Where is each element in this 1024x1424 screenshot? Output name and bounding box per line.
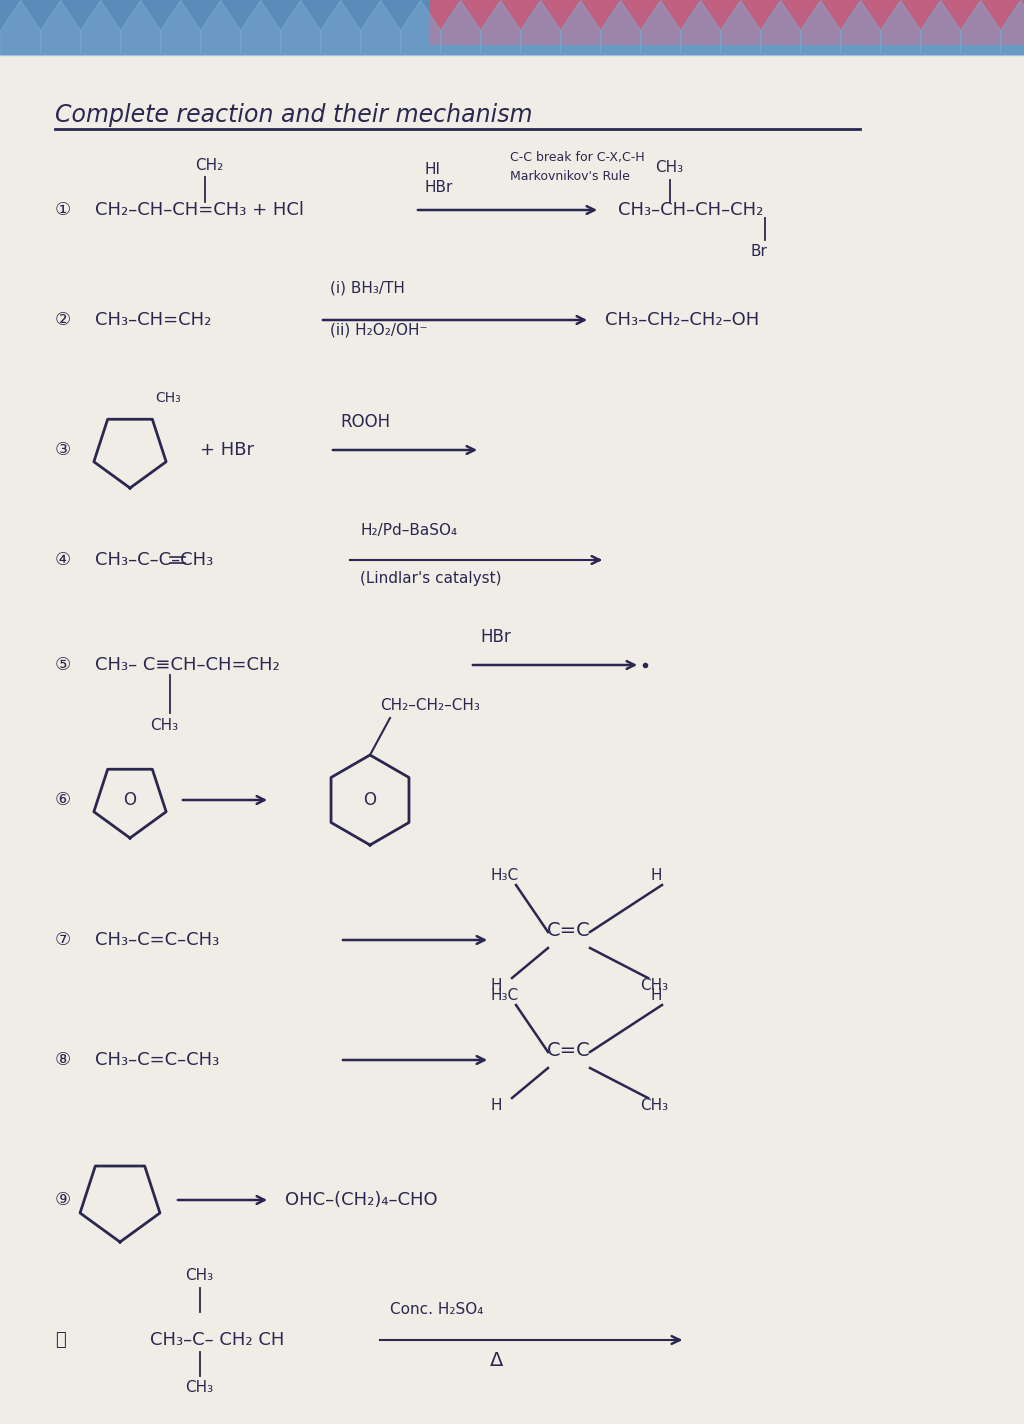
Text: Markovnikov's Rule: Markovnikov's Rule [510,169,630,182]
Polygon shape [0,0,1024,56]
Text: Conc. H₂SO₄: Conc. H₂SO₄ [390,1303,483,1317]
Text: H: H [490,977,502,993]
Text: O: O [364,790,377,809]
Text: CH₃: CH₃ [655,161,683,175]
Text: H₃C: H₃C [490,987,518,1002]
Text: HI: HI [425,162,441,178]
Text: (ii) H₂O₂/OH⁻: (ii) H₂O₂/OH⁻ [330,322,427,337]
Text: HBr: HBr [425,181,454,195]
Text: OHC–(CH₂)₄–CHO: OHC–(CH₂)₄–CHO [285,1190,437,1209]
Text: CH₃–C=C–CH₃: CH₃–C=C–CH₃ [95,931,219,948]
Polygon shape [430,0,1024,46]
Text: CH₃: CH₃ [150,718,178,732]
Text: H₂/Pd–BaSO₄: H₂/Pd–BaSO₄ [360,523,457,537]
Text: ⑧: ⑧ [55,1051,71,1069]
Text: ④: ④ [55,551,71,570]
Text: ③: ③ [55,441,71,459]
Text: ②: ② [55,310,71,329]
Text: CH₃: CH₃ [640,977,668,993]
Text: C=C: C=C [547,1041,591,1059]
Text: ①: ① [55,201,71,219]
Text: ⑥: ⑥ [55,790,71,809]
Text: H: H [650,867,662,883]
Text: CH₃: CH₃ [185,1380,213,1396]
Text: CH₃– C≡CH–CH=CH₂: CH₃– C≡CH–CH=CH₂ [95,656,280,674]
Text: CH₃: CH₃ [185,1267,213,1283]
Text: CH₂–CH₂–CH₃: CH₂–CH₂–CH₃ [380,698,480,712]
Text: ⓗ: ⓗ [55,1331,66,1349]
Text: H₃C: H₃C [490,867,518,883]
Text: C=C: C=C [547,920,591,940]
Text: (Lindlar's catalyst): (Lindlar's catalyst) [360,571,502,585]
Text: O: O [124,790,136,809]
Text: + HBr: + HBr [200,441,254,459]
Text: CH₃: CH₃ [155,392,181,404]
Text: CH₃–C=C–CH₃: CH₃–C=C–CH₃ [95,1051,219,1069]
Text: (i) BH₃/TH: (i) BH₃/TH [330,281,404,296]
Text: CH₂: CH₂ [195,158,223,172]
Text: ⑦: ⑦ [55,931,71,948]
Text: CH₃–C– CH₂ CH: CH₃–C– CH₂ CH [150,1331,285,1349]
Text: Br: Br [750,245,767,259]
Text: CH₃–C–C–CH₃: CH₃–C–C–CH₃ [95,551,213,570]
Text: CH₂–CH–CH=CH₃ + HCl: CH₂–CH–CH=CH₃ + HCl [95,201,304,219]
Text: Δ: Δ [490,1350,504,1370]
Text: H: H [490,1098,502,1112]
Text: HBr: HBr [480,628,511,646]
Text: CH₃–CH=CH₂: CH₃–CH=CH₂ [95,310,211,329]
Text: ROOH: ROOH [340,413,390,431]
Text: H: H [650,987,662,1002]
Text: CH₃–CH–CH–CH₂: CH₃–CH–CH–CH₂ [618,201,763,219]
Text: CH₃: CH₃ [640,1098,668,1112]
Text: CH₃–CH₂–CH₂–OH: CH₃–CH₂–CH₂–OH [605,310,759,329]
Text: C-C break for C-X,C-H: C-C break for C-X,C-H [510,151,645,165]
Text: Complete reaction and their mechanism: Complete reaction and their mechanism [55,103,532,127]
Text: ⑨: ⑨ [55,1190,71,1209]
Text: ⑤: ⑤ [55,656,71,674]
